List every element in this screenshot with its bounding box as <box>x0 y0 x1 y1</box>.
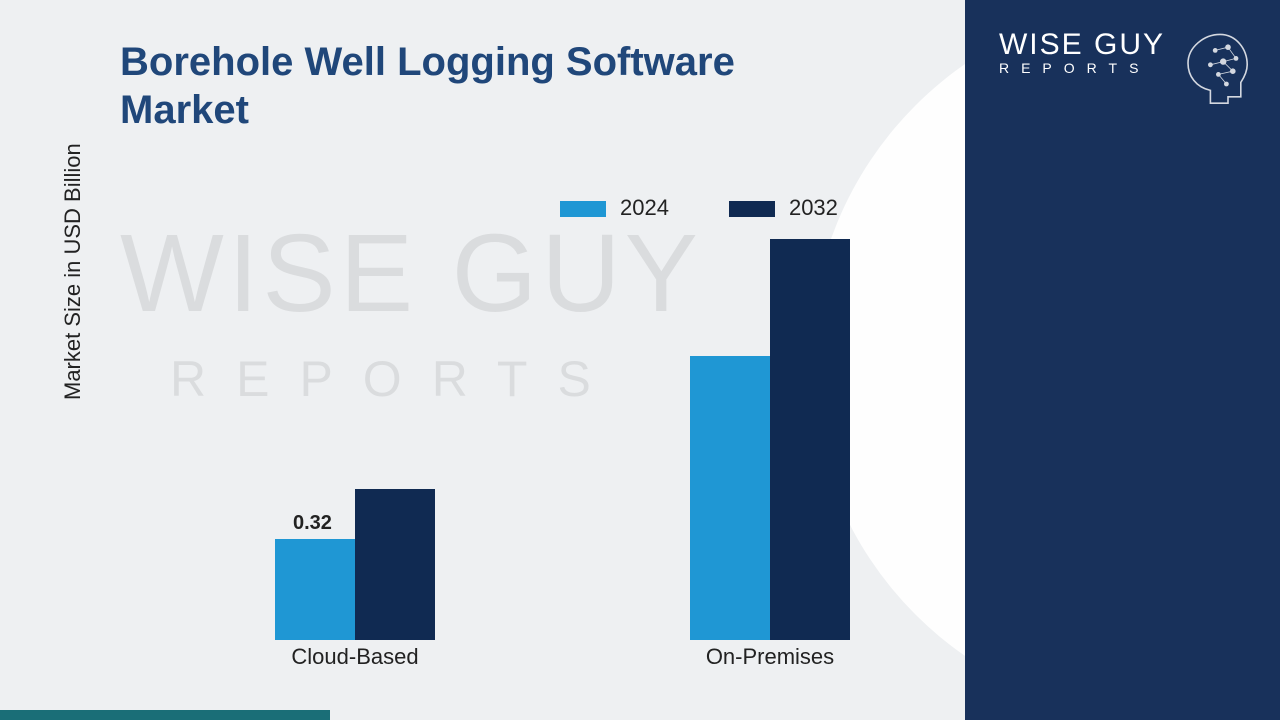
bar <box>275 539 355 640</box>
logo-text-sub: REPORTS <box>999 60 1165 76</box>
chart-canvas: WISE GUY REPORTS WISE GUY REPORTS Boreho… <box>0 0 1280 720</box>
legend-item-2032: 2032 <box>729 195 838 221</box>
x-axis-label: Cloud-Based <box>275 644 435 670</box>
logo-text-main: WISE GUY <box>999 28 1165 62</box>
footer-accent-strip <box>0 710 330 720</box>
chart-legend: 2024 2032 <box>560 195 838 221</box>
legend-label-2032: 2032 <box>789 195 838 220</box>
bar-group <box>690 239 850 640</box>
bar <box>770 239 850 640</box>
bar <box>690 356 770 640</box>
brand-logo: WISE GUY REPORTS <box>999 28 1165 76</box>
legend-label-2024: 2024 <box>620 195 669 220</box>
bar-value-label: 0.32 <box>293 512 332 535</box>
x-axis-label: On-Premises <box>690 644 850 670</box>
logo-head-icon <box>1172 28 1252 108</box>
chart-plot-area: Cloud-Based On-Premises 0.32 <box>100 230 930 670</box>
legend-swatch-2032 <box>729 201 775 217</box>
chart-title: Borehole Well Logging Software Market <box>120 38 770 134</box>
bar <box>355 489 435 640</box>
legend-swatch-2024 <box>560 201 606 217</box>
legend-item-2024: 2024 <box>560 195 669 221</box>
brand-right-panel <box>965 0 1280 720</box>
y-axis-label: Market Size in USD Billion <box>60 143 86 400</box>
